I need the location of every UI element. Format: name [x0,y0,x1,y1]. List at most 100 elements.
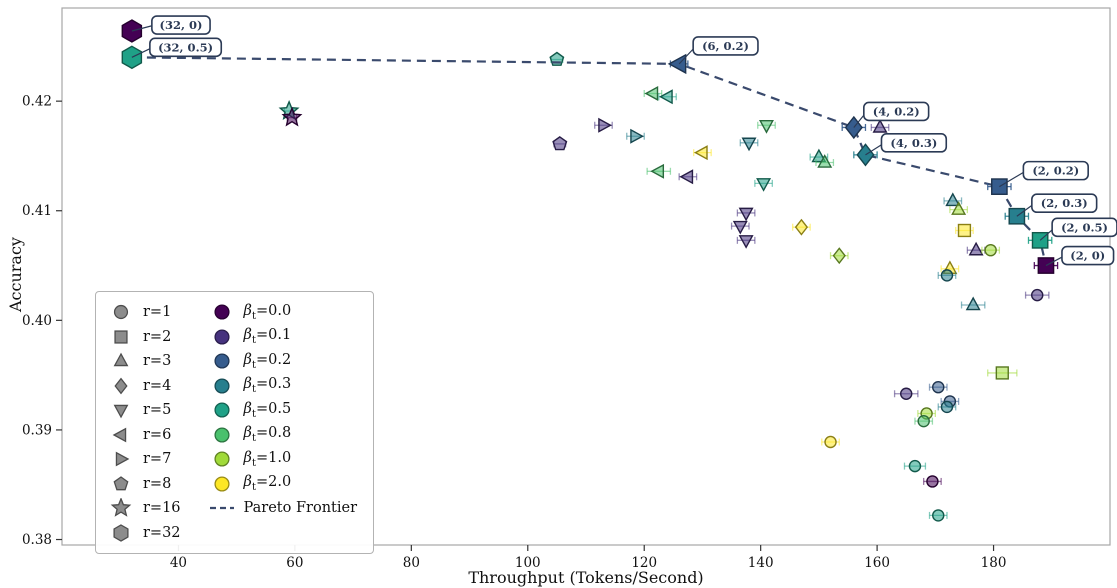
scatter-point [951,201,967,215]
beta-swatch-icon [213,402,230,418]
diamond-icon [114,377,128,395]
scatter-point [552,136,568,151]
x-tick-label: 140 [748,555,774,571]
legend-item-r-7: r=7 [108,448,181,471]
scatter-point [667,53,687,75]
legend-item-beta-0.0: βt=0.0 [209,301,357,324]
legend-item-r-4: r=4 [108,375,181,398]
scatter-point [900,387,913,400]
scatter-point [693,145,708,161]
scatter-point [121,45,143,70]
scatter-point [940,269,954,282]
scatter-point [932,380,945,394]
x-tick-label: 120 [631,555,657,571]
annotation-box [692,36,759,56]
annotation-connector [131,24,156,32]
legend-label: r=8 [143,475,172,492]
legend-item-beta-0.2: βt=0.2 [209,350,357,373]
beta-swatch-icon [213,427,230,443]
circle-icon [113,305,129,320]
triangle-up-icon [113,352,129,367]
scatter-point [995,366,1009,380]
annotation-label: (6, 0.2) [702,39,749,53]
pareto-frontier-line [131,56,1048,266]
scatter-point [1031,288,1044,302]
legend-item-r-5: r=5 [108,399,181,422]
legend-label: βt=0.5 [243,400,292,420]
annotation-label: (2, 0) [1070,249,1105,263]
annotation-box [880,133,948,153]
scatter-point [630,128,644,144]
x-axis-label: Throughput (Tokens/Second) [468,568,704,587]
annotation-label: (32, 0.5) [158,40,213,54]
x-tick-label: 80 [403,555,420,571]
beta-swatch-icon [213,304,230,320]
legend-item-beta-0.8: βt=0.8 [209,424,357,447]
legend-label: r=3 [143,353,172,370]
legend-label: r=5 [143,402,172,419]
legend-label: r=1 [143,304,172,321]
legend-label: r=32 [143,524,181,541]
annotation-box [149,37,223,58]
scatter-point [917,414,930,428]
legend-item-beta-2.0: βt=2.0 [209,473,357,496]
legend-item-r-2: r=2 [108,326,181,349]
beta-swatch-icon [213,329,230,345]
scatter-point [281,106,303,127]
annotation-box [151,15,211,35]
scatter-point [756,178,772,192]
legend-r-column: r=1 r=2 r=3 r=4 r=5 r=6 r=7 r=8 r=16 r=32 [108,301,181,544]
pentagon-icon [113,475,129,491]
legend-label: r=6 [143,426,172,443]
legend-item-r-1: r=1 [108,301,181,324]
beta-swatch-icon [213,353,230,369]
legend-item-r-6: r=6 [108,424,181,447]
scatter-point [832,247,846,265]
scatter-point [908,459,922,473]
triangle-right-icon [115,451,130,467]
legend-beta-column: βt=0.0 βt=0.1 βt=0.2 βt=0.3 βt=0.5 βt=0.8 βt=1… [209,301,357,544]
annotation-label: (2, 0.3) [1041,196,1088,210]
y-tick-label: 0.40 [22,313,52,329]
legend-item-r-8: r=8 [108,473,181,496]
beta-swatch-icon [213,378,230,394]
y-tick-label: 0.38 [22,532,52,548]
legend-label: βt=0.3 [243,376,292,396]
y-tick-label: 0.39 [22,422,52,438]
scatter-point [957,223,972,238]
scatter-point [121,19,143,43]
annotation-box [1061,245,1115,266]
scatter-point [965,296,981,311]
legend-item-beta-0.3: βt=0.3 [209,375,357,398]
scatter-point [872,118,888,133]
legend-label: βt=1.0 [243,449,292,469]
legend-label: Pareto Frontier [243,500,358,517]
legend: r=1 r=2 r=3 r=4 r=5 r=6 r=7 r=8 r=16 r=32 βt=0.0 β… [95,291,375,554]
annotation-connector [999,170,1027,188]
y-tick-label: 0.42 [22,94,52,110]
scatter-point [598,117,612,133]
annotation-label: (2, 0.5) [1061,220,1108,234]
hexagon-icon [113,523,129,542]
triangle-left-icon [112,427,127,443]
legend-label: βt=0.8 [243,425,292,445]
beta-swatch-icon [213,476,230,492]
scatter-point [932,509,945,522]
annotation-label: (2, 0.2) [1032,164,1079,178]
legend-label: r=4 [143,377,172,394]
scatter-point [940,400,954,414]
x-tick-label: 100 [515,555,541,571]
x-tick-label: 60 [286,555,303,571]
scatter-point [844,115,863,140]
legend-label: βt=0.1 [243,327,292,347]
plot-border [61,7,1111,546]
scatter-point [817,154,833,168]
y-tick-label: 0.41 [22,203,52,219]
scatter-point [794,218,809,236]
annotation-box [1022,160,1089,181]
triangle-down-icon [113,405,129,419]
annotation-label: (4, 0.2) [873,104,920,118]
annotation-box [1031,193,1098,214]
legend-item-r-3: r=3 [108,350,181,373]
